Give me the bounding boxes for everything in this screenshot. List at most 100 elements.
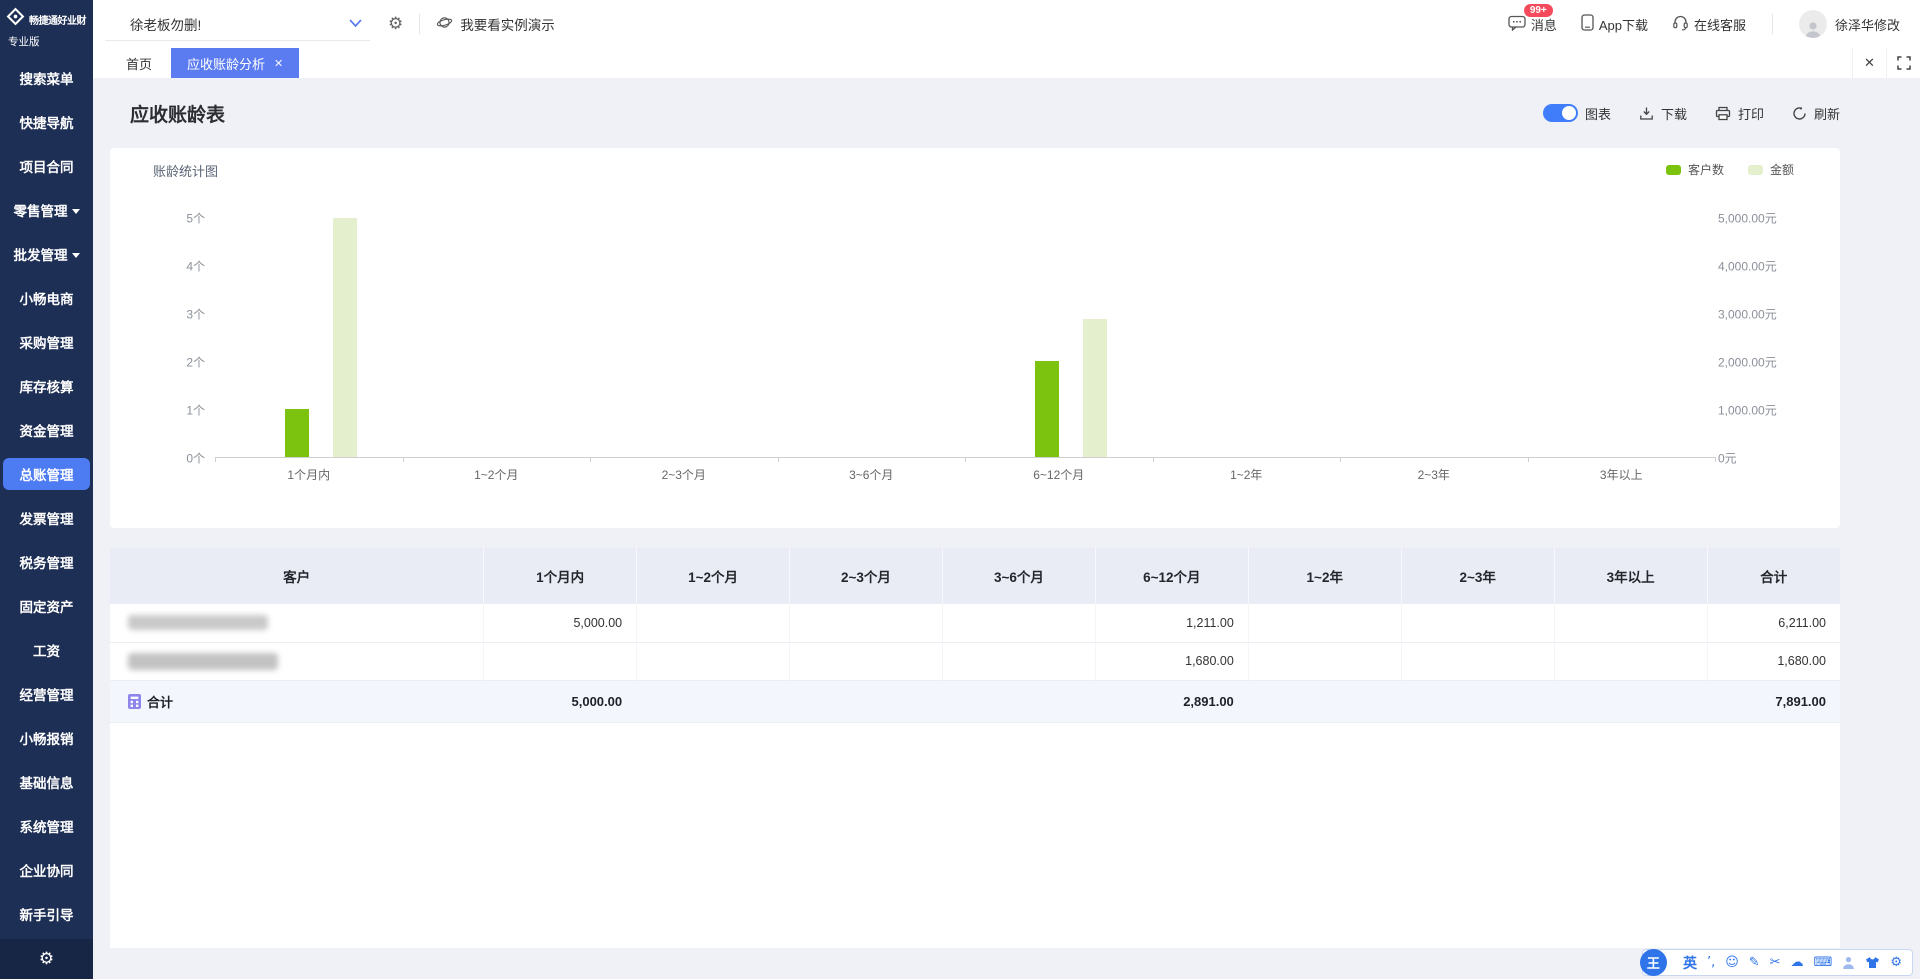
- legend-item-客户数[interactable]: 客户数: [1665, 161, 1724, 178]
- sidebar-item-17[interactable]: 系统管理: [0, 804, 93, 848]
- tab-label: 应收账龄分析: [187, 56, 266, 72]
- user-menu[interactable]: 徐泽华修改: [1798, 10, 1900, 38]
- sidebar-item-6[interactable]: 采购管理: [0, 320, 93, 364]
- amount-cell: [1248, 642, 1402, 681]
- sidebar-item-10[interactable]: 发票管理: [0, 496, 93, 540]
- column-header: 客户: [110, 548, 485, 604]
- amount-cell: [942, 642, 1096, 681]
- x-axis-tick: [965, 457, 966, 462]
- messages-button[interactable]: 99+ 消息: [1508, 3, 1557, 34]
- close-icon[interactable]: ✕: [274, 57, 284, 70]
- sidebar-item-label: 系统管理: [19, 820, 74, 835]
- gear-icon[interactable]: ⚙: [1890, 955, 1902, 970]
- sidebar-item-label: 搜索菜单: [19, 72, 74, 87]
- sidebar-item-3[interactable]: 零售管理: [0, 188, 93, 232]
- table-row[interactable]: 5,000.00 1,211.00 6,211.00: [110, 604, 1840, 643]
- axis-tick-label: 1,000.00元: [1718, 403, 1777, 418]
- online-support-button[interactable]: 在线客服: [1672, 14, 1746, 34]
- ime-toolbar: 王 英 ’, ☺ ✎ ✂ ☁ ⌨ ⚙: [1639, 949, 1913, 976]
- amount-cell: [942, 604, 1096, 643]
- smiley-icon[interactable]: ☺: [1725, 955, 1739, 970]
- scissors-icon[interactable]: ✂: [1769, 955, 1781, 970]
- chart-toggle[interactable]: [1542, 104, 1578, 122]
- aging-table-card: 客户 1个月内 1~2个月 2~3个月 3~6个月 6~12个月 1~2年 2~3年 3年以上合…: [110, 548, 1840, 948]
- keyboard-icon[interactable]: ⌨: [1813, 955, 1833, 970]
- company-selector[interactable]: 徐老板勿删!: [105, 7, 370, 41]
- table-header: 客户 1个月内 1~2个月 2~3个月 3~6个月 6~12个月 1~2年 2~3年 3年以上合…: [110, 548, 1840, 604]
- bottom-strip: 王 英 ’, ☺ ✎ ✂ ☁ ⌨ ⚙: [93, 948, 1920, 979]
- print-button[interactable]: 打印: [1715, 104, 1764, 123]
- sidebar-item-label: 小畅电商: [19, 292, 74, 307]
- app-download-button[interactable]: App下载: [1581, 14, 1648, 34]
- x-axis-tick: [215, 457, 216, 462]
- sidebar-item-4[interactable]: 批发管理: [0, 232, 93, 276]
- messages-label: 消息: [1530, 17, 1557, 33]
- planet-icon: [436, 14, 453, 34]
- sidebar-item-8[interactable]: 资金管理: [0, 408, 93, 452]
- category-label: 1~2个月: [474, 468, 519, 482]
- sidebar-item-7[interactable]: 库存核算: [0, 364, 93, 408]
- user-name: 徐泽华修改: [1834, 17, 1900, 33]
- sidebar-item-5[interactable]: 小畅电商: [0, 276, 93, 320]
- tab-aging-analysis[interactable]: 应收账龄分析 ✕: [171, 48, 300, 78]
- phone-icon: [1581, 14, 1594, 34]
- main-area: 徐老板勿删! ⚙ 我要看实例演示 99+ 消息: [93, 0, 1920, 979]
- tab-home[interactable]: 首页: [125, 56, 152, 72]
- axis-tick-label: 5,000.00元: [1718, 211, 1777, 226]
- axis-tick-label: 1个: [186, 403, 205, 418]
- sidebar-item-9[interactable]: 总账管理: [3, 458, 90, 490]
- axis-tick-label: 3个: [186, 307, 205, 322]
- sidebar-item-12[interactable]: 固定资产: [0, 584, 93, 628]
- table-row[interactable]: 1,680.00 1,680.00: [110, 642, 1840, 681]
- demo-link[interactable]: 我要看实例演示: [436, 14, 555, 34]
- download-button[interactable]: 下载: [1639, 104, 1687, 123]
- lang-indicator[interactable]: 英: [1682, 954, 1697, 971]
- y-axis-left: 5个 4个 3个 2个 1个 0个: [110, 212, 205, 466]
- bar-客户数-1个月内[interactable]: [284, 409, 309, 457]
- column-header: 1~2个月: [636, 548, 791, 604]
- customer-name-redacted: [128, 615, 268, 631]
- sidebar-item-label: 批发管理: [13, 248, 68, 263]
- bar-客户数-6~12个月[interactable]: [1034, 361, 1059, 457]
- category-label: 1个月内: [287, 468, 331, 482]
- bar-金额-6~12个月[interactable]: [1082, 318, 1107, 457]
- sidebar-item-1[interactable]: 快捷导航: [0, 100, 93, 144]
- sidebar-item-label: 总账管理: [19, 468, 74, 483]
- total-amount-cell: 2,891.00: [1095, 680, 1249, 723]
- sidebar-item-15[interactable]: 小畅报销: [0, 716, 93, 760]
- category-label: 3~6个月: [849, 468, 894, 482]
- legend-item-金额[interactable]: 金额: [1747, 161, 1794, 178]
- bar-金额-1个月内[interactable]: [332, 218, 357, 457]
- ime-logo[interactable]: 王: [1639, 949, 1667, 976]
- download-label: 下载: [1660, 106, 1687, 122]
- gear-icon[interactable]: ⚙: [388, 14, 404, 34]
- sidebar-item-11[interactable]: 税务管理: [0, 540, 93, 584]
- gear-icon[interactable]: ⚙: [38, 949, 55, 969]
- total-amount-cell: [1401, 680, 1555, 723]
- refresh-label: 刷新: [1813, 106, 1840, 122]
- person-icon[interactable]: [1842, 956, 1855, 969]
- amount-cell: [1401, 642, 1555, 681]
- total-amount-cell: 5,000.00: [483, 680, 638, 723]
- refresh-button[interactable]: 刷新: [1792, 104, 1840, 123]
- sidebar-item-16[interactable]: 基础信息: [0, 760, 93, 804]
- chart-toggle-label: 图表: [1584, 106, 1611, 122]
- punctuation-icon[interactable]: ’,: [1706, 955, 1716, 970]
- chart-plot: 1个月内 1~2个月 2~3个月 3~6个月 6~12个月 1~2年 2~3年 3年以上: [215, 218, 1716, 482]
- sidebar-item-0[interactable]: 搜索菜单: [0, 56, 93, 100]
- axis-tick-label: 0个: [186, 451, 205, 466]
- sidebar-item-14[interactable]: 经营管理: [0, 672, 93, 716]
- sidebar-item-19[interactable]: 新手引导: [0, 892, 93, 936]
- cloud-icon[interactable]: ☁: [1790, 955, 1804, 970]
- shirt-icon[interactable]: [1865, 956, 1880, 969]
- sidebar-item-2[interactable]: 项目合同: [0, 144, 93, 188]
- fullscreen-icon[interactable]: [1886, 48, 1920, 78]
- sidebar-item-label: 新手引导: [19, 908, 74, 923]
- column-header: 1个月内: [483, 548, 638, 604]
- close-page-icon[interactable]: ✕: [1852, 48, 1886, 78]
- sidebar-item-18[interactable]: 企业协同: [0, 848, 93, 892]
- column-header: 3年以上: [1554, 548, 1708, 604]
- sidebar-item-13[interactable]: 工资: [0, 628, 93, 672]
- pencil-icon[interactable]: ✎: [1748, 955, 1760, 970]
- sidebar: 畅捷通好业财 专业版 搜索菜单 快捷导航 项目合同 零售管理 批发管理 小畅电商 采购管理库…: [0, 0, 93, 979]
